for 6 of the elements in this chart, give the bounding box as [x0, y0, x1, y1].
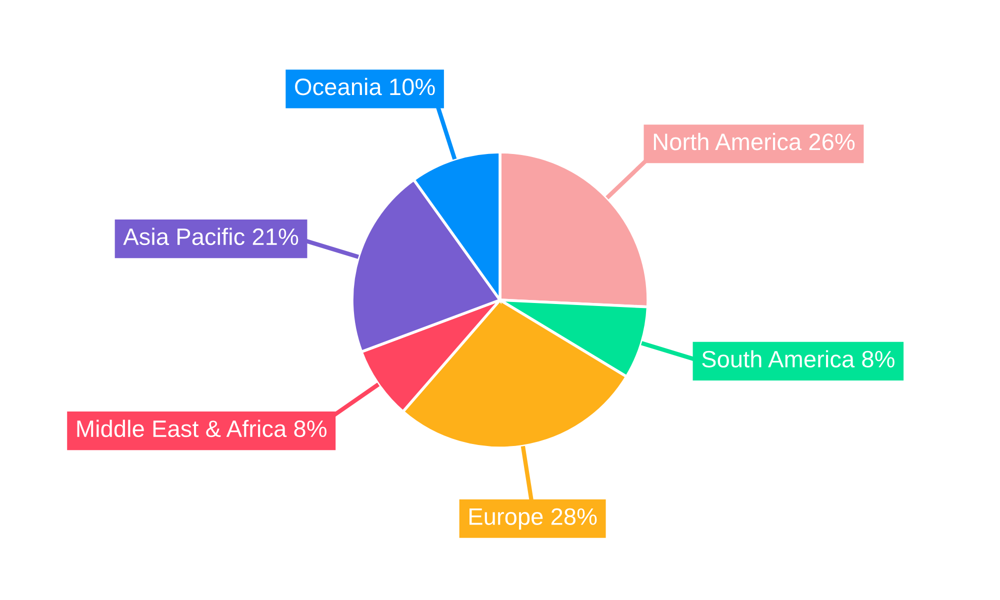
- slice-label: Europe 28%: [470, 508, 597, 530]
- slice-label: Asia Pacific 21%: [123, 228, 298, 246]
- slice-label: Oceania 10%: [295, 78, 435, 96]
- slice-label: Middle East & Africa 8%: [77, 420, 326, 438]
- slice-label: South America 8%: [702, 350, 894, 368]
- slice-label: North America 26%: [654, 132, 855, 150]
